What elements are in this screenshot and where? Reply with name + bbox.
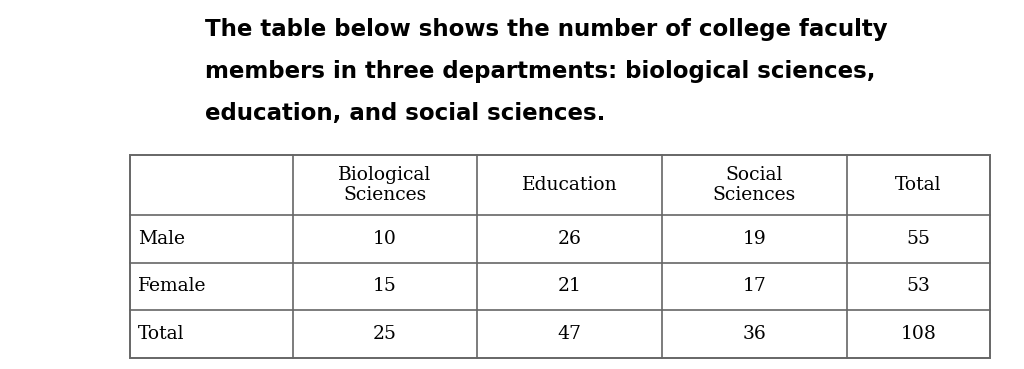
Text: 108: 108 — [900, 325, 936, 343]
Text: 36: 36 — [742, 325, 766, 343]
Text: Total: Total — [895, 176, 942, 194]
Text: 53: 53 — [906, 277, 931, 296]
Text: Biological
Sciences: Biological Sciences — [338, 166, 431, 204]
Text: 26: 26 — [558, 230, 582, 248]
Text: 21: 21 — [558, 277, 582, 296]
Text: 17: 17 — [742, 277, 766, 296]
Text: 25: 25 — [373, 325, 397, 343]
Text: 10: 10 — [373, 230, 397, 248]
Text: Total: Total — [138, 325, 184, 343]
Text: Female: Female — [138, 277, 207, 296]
Text: Male: Male — [138, 230, 185, 248]
Text: education, and social sciences.: education, and social sciences. — [205, 102, 605, 125]
Text: The table below shows the number of college faculty: The table below shows the number of coll… — [205, 18, 888, 41]
Text: 47: 47 — [558, 325, 582, 343]
Text: Social
Sciences: Social Sciences — [713, 166, 796, 204]
Text: 15: 15 — [373, 277, 397, 296]
Text: Education: Education — [522, 176, 617, 194]
Text: members in three departments: biological sciences,: members in three departments: biological… — [205, 60, 876, 83]
Text: 55: 55 — [906, 230, 931, 248]
Text: 19: 19 — [742, 230, 766, 248]
